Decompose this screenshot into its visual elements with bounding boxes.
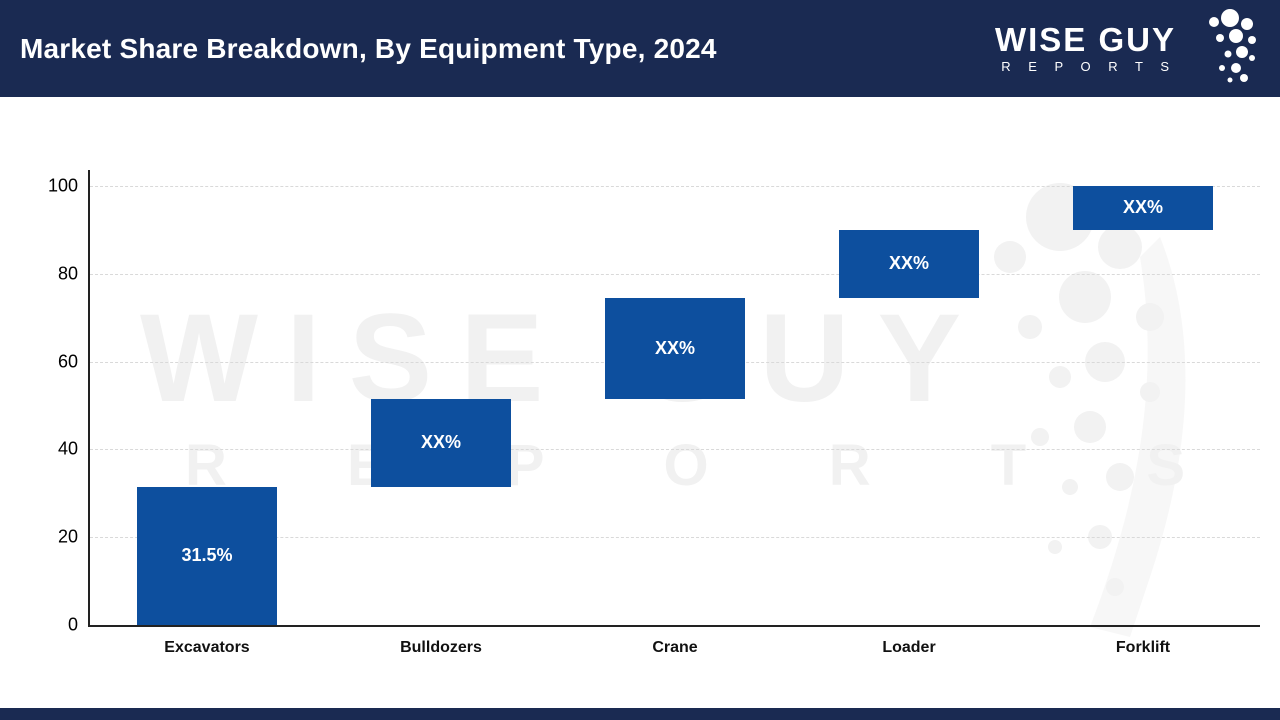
footer-bar <box>0 708 1280 720</box>
bar-value-label: 31.5% <box>181 545 233 566</box>
plot-area: 0 20 40 60 80 100 31.5% Excavators XX% Bulldozers… <box>48 170 1260 656</box>
y-axis-tick-100: 100 <box>47 175 78 196</box>
bar-excavators: 31.5% <box>137 486 277 625</box>
chart-region: WISE GUY R E P O R T S <box>0 97 1280 708</box>
bar-value-label: XX% <box>420 432 462 453</box>
bar-loader: XX% <box>839 229 979 298</box>
y-axis-tick-40: 40 <box>57 438 78 459</box>
chart-title: Market Share Breakdown, By Equipment Typ… <box>20 32 717 64</box>
x-axis-label-loader: Loader <box>882 639 936 656</box>
y-axis-tick-0: 0 <box>67 614 78 635</box>
brand-logo-text: WISE GUY R E P O R T S <box>994 20 1176 75</box>
x-axis-label-forklift: Forklift <box>1115 639 1171 656</box>
bar-value-label: XX% <box>888 253 930 274</box>
brand-head-icon <box>1184 6 1262 91</box>
gridline-y-20 <box>90 537 1260 539</box>
gridline-y-100 <box>90 186 1260 187</box>
bar-bulldozers: XX% <box>371 398 511 487</box>
y-axis-tick-60: 60 <box>57 351 78 372</box>
header-bar: Market Share Breakdown, By Equipment Typ… <box>0 0 1280 97</box>
y-axis-tick-20: 20 <box>57 526 78 547</box>
bar-crane: XX% <box>605 297 745 399</box>
bar-value-label: XX% <box>654 337 696 358</box>
x-axis-label-crane: Crane <box>652 639 698 656</box>
brand-name: WISE GUY <box>994 20 1176 58</box>
x-axis-label-excavators: Excavators <box>164 639 250 656</box>
brand-logo: WISE GUY R E P O R T S <box>995 6 1262 91</box>
bar-value-label: XX% <box>1122 197 1164 218</box>
gridline-y-80 <box>90 273 1260 275</box>
x-axis-label-bulldozers: Bulldozers <box>400 639 482 656</box>
gridline-y-40 <box>90 449 1260 451</box>
bar-forklift: XX% <box>1073 186 1213 230</box>
brand-subtitle: R E P O R T S <box>1001 59 1176 75</box>
y-axis-tick-80: 80 <box>57 263 78 284</box>
